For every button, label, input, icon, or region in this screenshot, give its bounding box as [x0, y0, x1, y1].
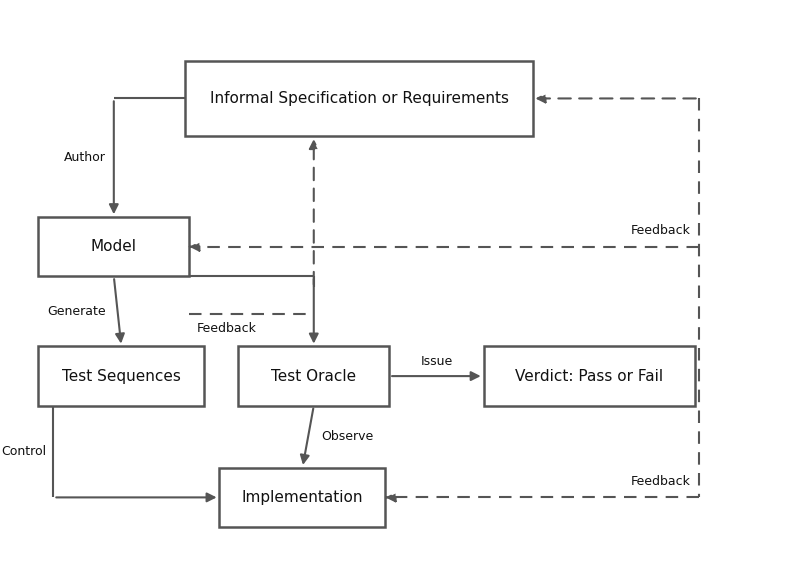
Bar [39, 217, 189, 277]
Bar [39, 346, 204, 406]
Bar [483, 346, 695, 406]
Text: Model: Model [91, 239, 137, 254]
Text: Issue: Issue [421, 355, 453, 368]
Text: Observe: Observe [321, 430, 373, 443]
Text: Verdict: Pass or Fail: Verdict: Pass or Fail [515, 369, 663, 384]
Bar [238, 346, 389, 406]
Bar [185, 61, 533, 136]
Text: Author: Author [64, 151, 106, 164]
Text: Control: Control [1, 445, 46, 458]
Text: Generate: Generate [48, 305, 106, 318]
Text: Feedback: Feedback [196, 322, 257, 335]
Text: Test Sequences: Test Sequences [62, 369, 181, 384]
Text: Feedback: Feedback [631, 224, 691, 237]
Text: Implementation: Implementation [242, 490, 363, 505]
Text: Feedback: Feedback [631, 475, 691, 488]
Text: Test Oracle: Test Oracle [271, 369, 356, 384]
Text: Informal Specification or Requirements: Informal Specification or Requirements [210, 91, 509, 106]
Bar [219, 468, 385, 527]
